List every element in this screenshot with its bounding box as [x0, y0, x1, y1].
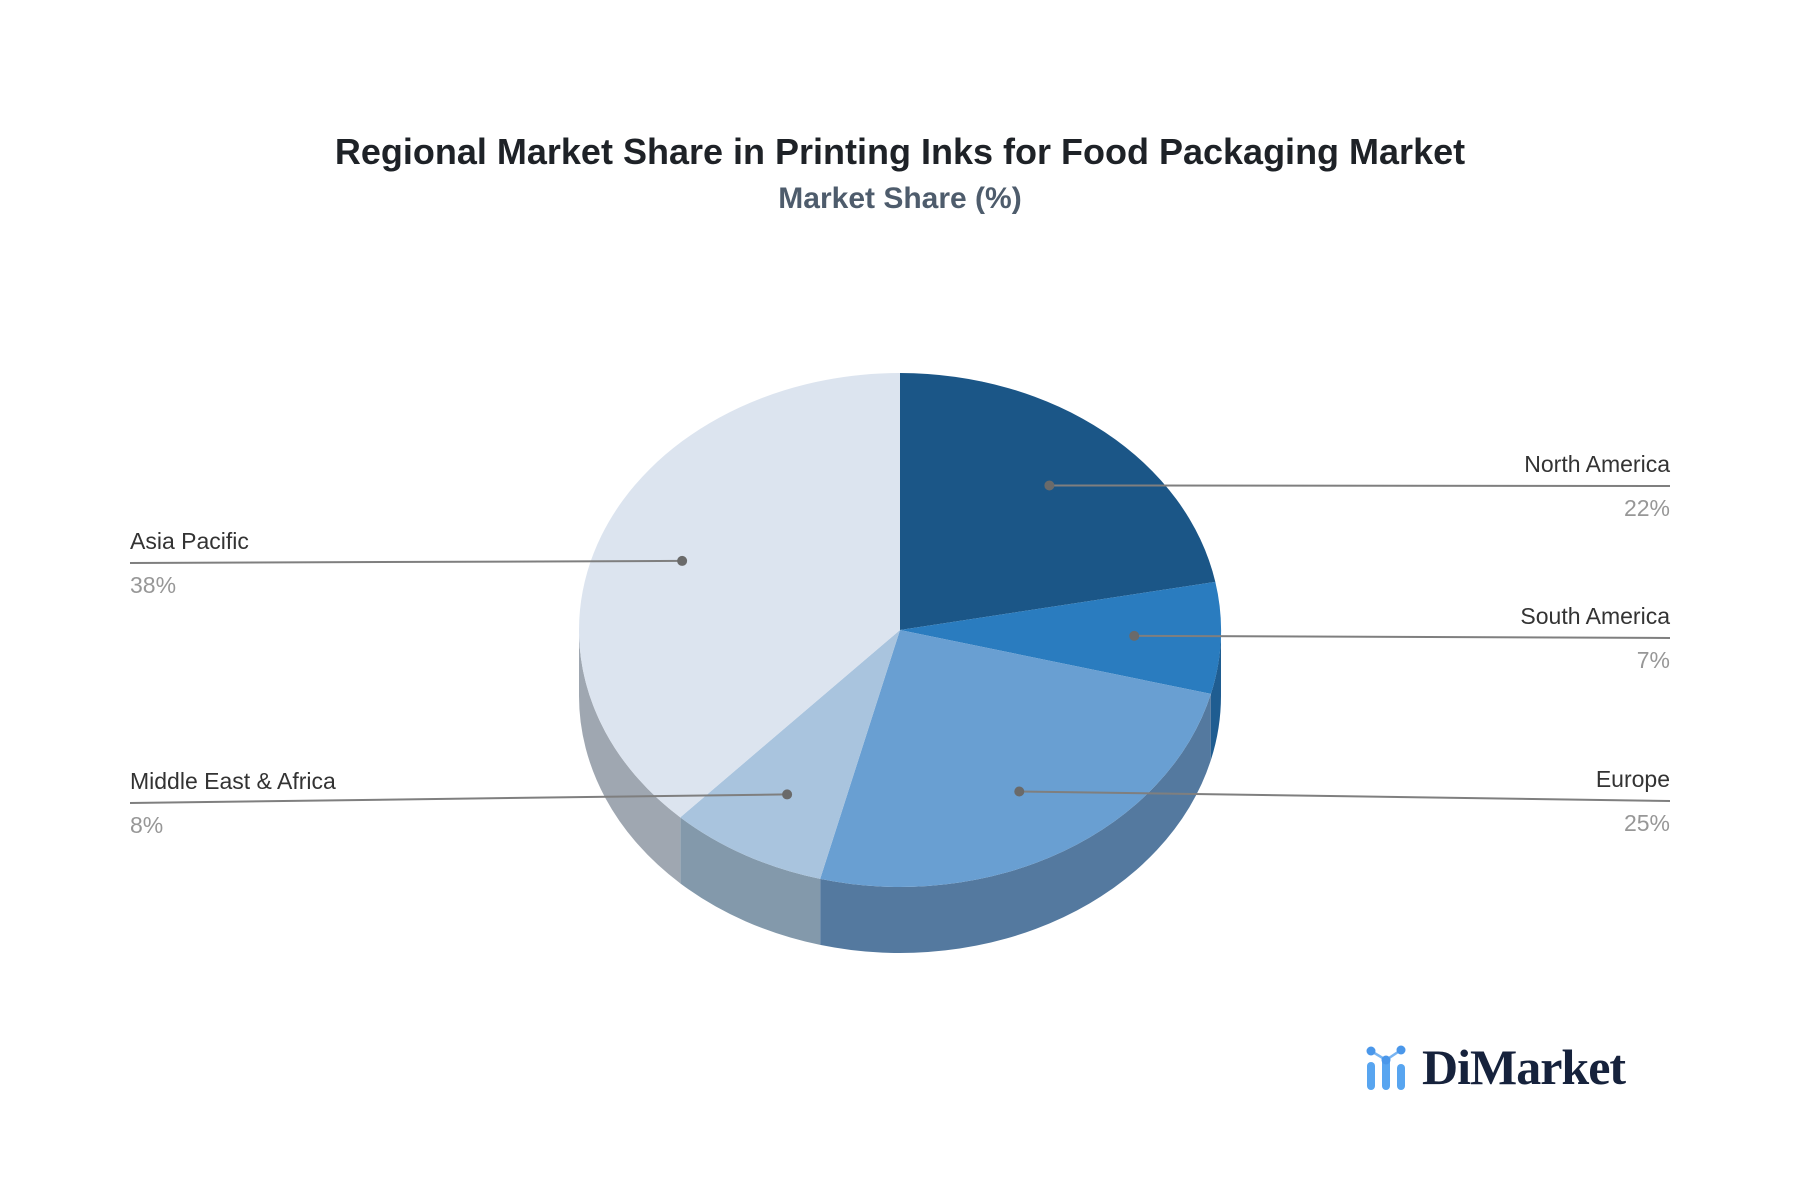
leader-line-middle-east-africa	[129, 793, 788, 804]
brand-logo: DiMarket	[1366, 1039, 1626, 1095]
pie-slice-asia-pacific	[579, 373, 900, 818]
slice-label-name: Europe	[1595, 766, 1670, 792]
leader-dot-north-america	[1044, 480, 1055, 491]
leader-line-asia-pacific	[129, 559, 683, 564]
leader-dot-south-america	[1129, 630, 1140, 641]
pie-slice-side-europe	[820, 693, 1211, 953]
slice-label-name: South America	[1520, 603, 1670, 629]
slice-label-percent: 38%	[130, 572, 177, 598]
pie-slice-side-middle-east-africa	[680, 817, 821, 945]
brand-logo-text: DiMarket	[1422, 1039, 1626, 1095]
pie-slice-europe	[820, 630, 1211, 887]
leader-dot-europe	[1014, 786, 1025, 797]
slice-label-percent: 7%	[1636, 647, 1670, 673]
leader-line-europe	[1019, 790, 1671, 802]
pie-slice-side-asia-pacific	[579, 630, 681, 884]
pie-slice-north-america	[900, 373, 1216, 630]
chart-title: Regional Market Share in Printing Inks f…	[334, 131, 1466, 172]
leader-line-north-america	[1049, 484, 1671, 487]
pie-slice-south-america	[900, 581, 1221, 694]
slice-label-percent: 22%	[1623, 495, 1670, 521]
leader-line-south-america	[1134, 634, 1671, 639]
leader-dot-asia-pacific	[677, 555, 688, 566]
leader-dot-middle-east-africa	[782, 789, 793, 800]
pie-slice-side-south-america	[1210, 630, 1221, 760]
bar-chart-logo-icon	[1366, 1045, 1406, 1090]
slice-label-name: Middle East & Africa	[130, 768, 336, 794]
pie-slice-middle-east-africa	[680, 630, 900, 879]
slice-label-percent: 25%	[1623, 810, 1670, 836]
chart-subtitle: Market Share (%)	[778, 182, 1022, 215]
slice-label-name: Asia Pacific	[130, 528, 249, 554]
slice-label-name: North America	[1524, 451, 1670, 477]
slice-label-percent: 8%	[130, 812, 164, 838]
